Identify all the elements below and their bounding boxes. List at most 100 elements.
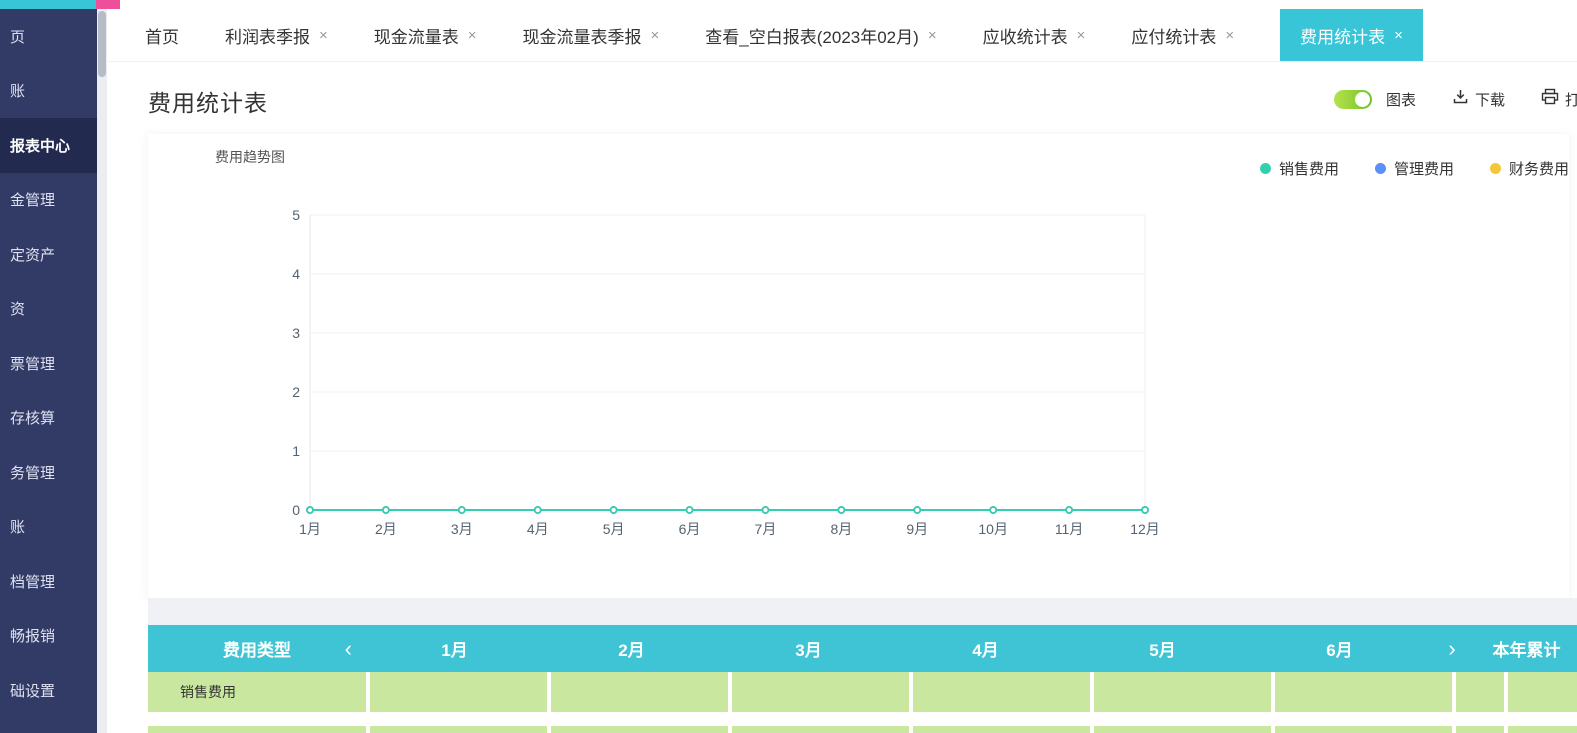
partial-cell xyxy=(551,726,728,733)
download-button[interactable]: 下载 xyxy=(1452,88,1505,110)
sidebar-item-4[interactable]: 定资产 xyxy=(10,246,56,264)
table-header-row: 费用类型 ‹ 1月 2月 3月 4月 5月 6月 › 本年累计 xyxy=(148,625,1577,672)
sidebar-item-6[interactable]: 票管理 xyxy=(10,355,56,373)
prev-page-arrow[interactable]: ‹ xyxy=(344,635,352,661)
page-title: 费用统计表 xyxy=(148,90,268,116)
chart-toggle-label: 图表 xyxy=(1385,91,1416,109)
partial-cell xyxy=(913,726,1090,733)
tab-7[interactable]: 费用统计表 × xyxy=(1280,9,1423,61)
toggle-knob xyxy=(1354,91,1370,107)
tab-0[interactable]: 首页 xyxy=(145,9,179,61)
chart-toggle[interactable] xyxy=(1333,89,1372,109)
legend-item-1[interactable]: 管理费用 xyxy=(1375,158,1454,179)
top-accent-bar xyxy=(0,0,96,9)
next-page-arrow[interactable]: › xyxy=(1448,635,1456,661)
legend-label: 管理费用 xyxy=(1394,161,1455,178)
tab-3[interactable]: 现金流量表季报 × xyxy=(523,9,660,61)
svg-text:5: 5 xyxy=(292,207,300,223)
svg-text:0: 0 xyxy=(292,502,300,518)
tab-label: 应付统计表 xyxy=(1131,27,1217,47)
tab-1[interactable]: 利润表季报 × xyxy=(225,9,328,61)
scrollbar-thumb[interactable] xyxy=(98,11,106,77)
header-type-label: 费用类型 xyxy=(223,641,291,660)
table-body: 销售费用 xyxy=(148,672,1577,733)
row-cell-month-1 xyxy=(370,672,547,712)
tab-close-icon[interactable]: × xyxy=(1225,26,1235,44)
svg-text:11月: 11月 xyxy=(1055,521,1084,537)
svg-text:3: 3 xyxy=(292,325,300,341)
partial-cell xyxy=(732,726,909,733)
tab-label: 应收统计表 xyxy=(982,27,1068,47)
print-icon xyxy=(1541,88,1559,110)
svg-text:7月: 7月 xyxy=(755,521,777,537)
header-cell-total: 本年累计 xyxy=(1492,641,1561,660)
tab-label: 查看_空白报表(2023年02月) xyxy=(705,27,919,47)
header-cell-month-5: 5月 xyxy=(1149,641,1176,660)
legend-item-0[interactable]: 销售费用 xyxy=(1260,158,1339,179)
sidebar-item-3[interactable]: 金管理 xyxy=(10,192,56,210)
tab-2[interactable]: 现金流量表 × xyxy=(374,9,477,61)
section-divider xyxy=(148,598,1577,625)
partial-next-row xyxy=(148,726,1577,733)
print-button[interactable]: 打印 xyxy=(1541,88,1577,110)
partial-cell xyxy=(1275,726,1452,733)
svg-text:6月: 6月 xyxy=(679,521,701,537)
sidebar-item-2[interactable]: 报表中心 xyxy=(0,118,97,173)
header-cell-month-6: 6月 xyxy=(1326,641,1353,660)
legend-dot xyxy=(1490,163,1502,174)
expense-table: 费用类型 ‹ 1月 2月 3月 4月 5月 6月 › 本年累计 销售费用 xyxy=(148,625,1577,733)
sidebar-item-8[interactable]: 务管理 xyxy=(10,464,56,482)
tab-close-icon[interactable]: × xyxy=(319,26,328,44)
header-controls: 图表 下载 打印 xyxy=(1333,88,1577,110)
legend-dot xyxy=(1260,163,1271,174)
sidebar-item-11[interactable]: 畅报销 xyxy=(10,628,56,646)
legend-label: 销售费用 xyxy=(1279,161,1340,178)
sidebar-item-1[interactable]: 账 xyxy=(10,83,26,101)
legend-item-2[interactable]: 财务费用 xyxy=(1490,158,1569,179)
tab-4[interactable]: 查看_空白报表(2023年02月) × xyxy=(705,9,936,61)
top-accent-pink xyxy=(96,0,120,9)
sidebar-item-10[interactable]: 档管理 xyxy=(10,573,56,591)
tab-close-icon[interactable]: × xyxy=(650,26,660,44)
partial-cell xyxy=(370,726,547,733)
sidebar-item-12[interactable]: 础设置 xyxy=(10,682,56,700)
partial-cell xyxy=(1508,726,1577,733)
tab-bar: 首页 利润表季报 × 现金流量表 × 现金流量表季报 × 查看_空白报表(2023年02月) ×… xyxy=(107,9,1577,62)
tab-close-icon[interactable]: × xyxy=(1394,26,1403,44)
sidebar-scrollbar[interactable] xyxy=(97,9,107,733)
tab-label: 首页 xyxy=(145,27,179,47)
row-spacer xyxy=(148,712,1577,726)
svg-text:9月: 9月 xyxy=(906,521,928,537)
tab-5[interactable]: 应收统计表 × xyxy=(983,9,1086,61)
svg-text:2: 2 xyxy=(292,384,300,400)
svg-text:12月: 12月 xyxy=(1130,521,1160,537)
svg-text:5月: 5月 xyxy=(603,521,625,537)
tab-close-icon[interactable]: × xyxy=(927,26,937,44)
chart-card: 费用趋势图 销售费用 管理费用 财务费用 0 1 2 3 4 5 1月 2月 3月 4月 5月 6月 7月 8… xyxy=(148,134,1569,598)
svg-text:3月: 3月 xyxy=(451,521,473,537)
sidebar-item-0[interactable]: 页 xyxy=(10,28,26,46)
row-type-cell: 销售费用 xyxy=(148,672,366,712)
row-cell-total xyxy=(1508,672,1577,712)
tab-close-icon[interactable]: × xyxy=(467,26,477,44)
sidebar-item-5[interactable]: 资 xyxy=(10,301,26,319)
chart-title: 费用趋势图 xyxy=(215,149,285,165)
print-label: 打印 xyxy=(1564,91,1577,109)
legend-dot xyxy=(1375,163,1387,174)
sidebar-item-7[interactable]: 存核算 xyxy=(10,410,56,428)
chart-legend: 销售费用 管理费用 财务费用 xyxy=(1260,158,1569,179)
main-area: 首页 利润表季报 × 现金流量表 × 现金流量表季报 × 查看_空白报表(2023年02月) ×… xyxy=(107,0,1577,733)
row-cell-month-4 xyxy=(913,672,1090,712)
header-cell-month-3: 3月 xyxy=(795,641,822,660)
tab-label: 利润表季报 xyxy=(225,27,310,47)
row-cell-month-5 xyxy=(1094,672,1271,712)
download-icon xyxy=(1452,88,1469,110)
partial-cell xyxy=(148,726,366,733)
sidebar-item-9[interactable]: 账 xyxy=(10,519,26,537)
header-cell-type: 费用类型 ‹ xyxy=(148,625,366,672)
tab-close-icon[interactable]: × xyxy=(1076,26,1086,44)
partial-cell xyxy=(1456,726,1504,733)
tab-6[interactable]: 应付统计表 × xyxy=(1131,9,1234,61)
sidebar-menu: 页账报表中心 金管理 定资产资票管理 存核算 务管理账档管理 畅报销 础设置 xyxy=(0,9,97,718)
